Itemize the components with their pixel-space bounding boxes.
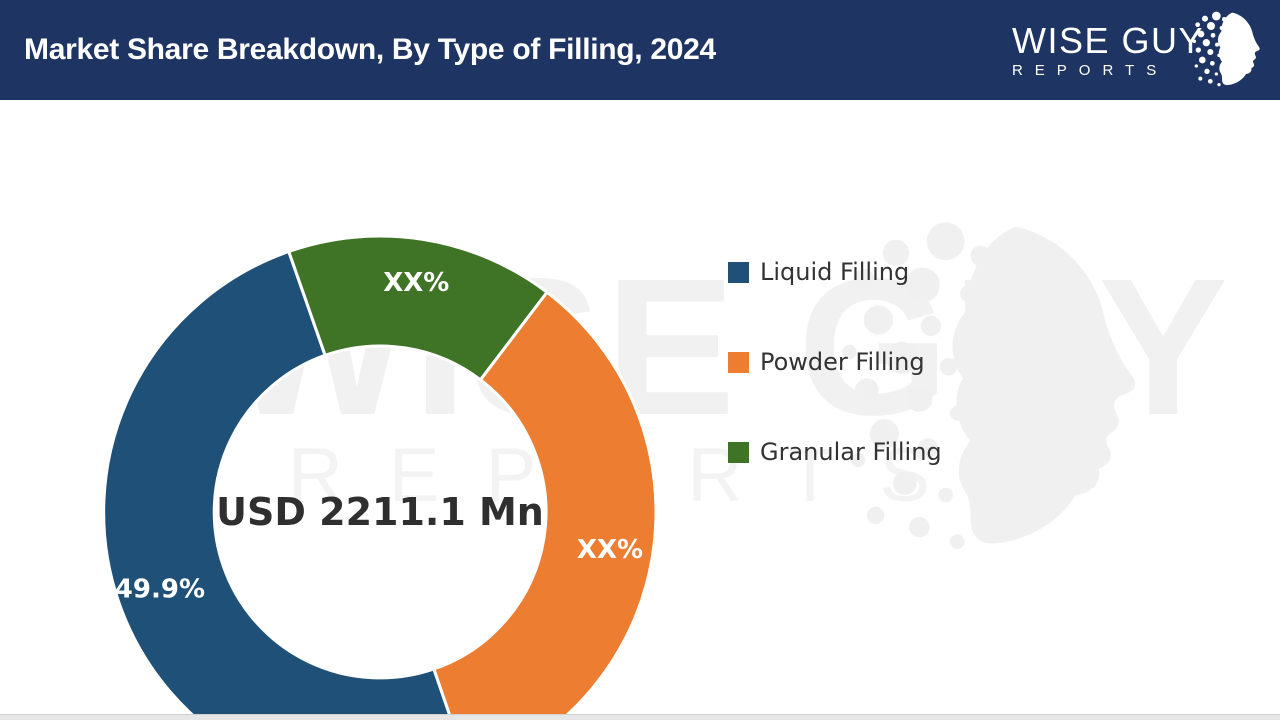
brand-subtitle: REPORTS: [1011, 61, 1169, 79]
segment-label-liquid-filling: 49.9%: [115, 574, 205, 604]
donut-segment-liquid-filling: [102, 250, 453, 720]
center-value: USD 2211.1 Mn: [216, 490, 544, 534]
donut-segment-granular-filling: [287, 234, 549, 382]
brand-head-icon: [1192, 10, 1266, 90]
legend-swatch-liquid: [728, 261, 749, 283]
legend-label: Powder Filling: [760, 348, 925, 376]
legend-item-powder-filling: Powder Filling: [728, 347, 942, 377]
legend-swatch-granular: [728, 441, 749, 463]
chart-area: WISE GUY REPORTS 49.9%XX%XX% USD 2211.1 …: [0, 100, 1280, 720]
segment-label-powder-filling: XX%: [577, 535, 643, 565]
brand-name: WISE GUY: [1011, 19, 1204, 61]
brand-logo-text: WISE GUY REPORTS: [1011, 19, 1204, 79]
header: Market Share Breakdown, By Type of Filli…: [0, 0, 1280, 100]
segment-label-granular-filling: XX%: [383, 268, 449, 298]
legend-label: Liquid Filling: [760, 258, 910, 286]
legend-swatch-powder: [728, 351, 749, 373]
page-title: Market Share Breakdown, By Type of Filli…: [24, 33, 716, 66]
donut-chart: 49.9% XX% XX% USD 2211.1 Mn: [102, 234, 658, 720]
legend: Liquid Filling Powder Filling Granular F…: [728, 257, 942, 467]
brand-logo: WISE GUY REPORTS: [1012, 10, 1266, 90]
legend-item-liquid-filling: Liquid Filling: [728, 257, 942, 287]
legend-label: Granular Filling: [760, 438, 942, 466]
legend-item-granular-filling: Granular Filling: [728, 437, 942, 467]
bottom-strip: [0, 714, 1280, 720]
donut-segment-powder-filling: [432, 290, 658, 720]
